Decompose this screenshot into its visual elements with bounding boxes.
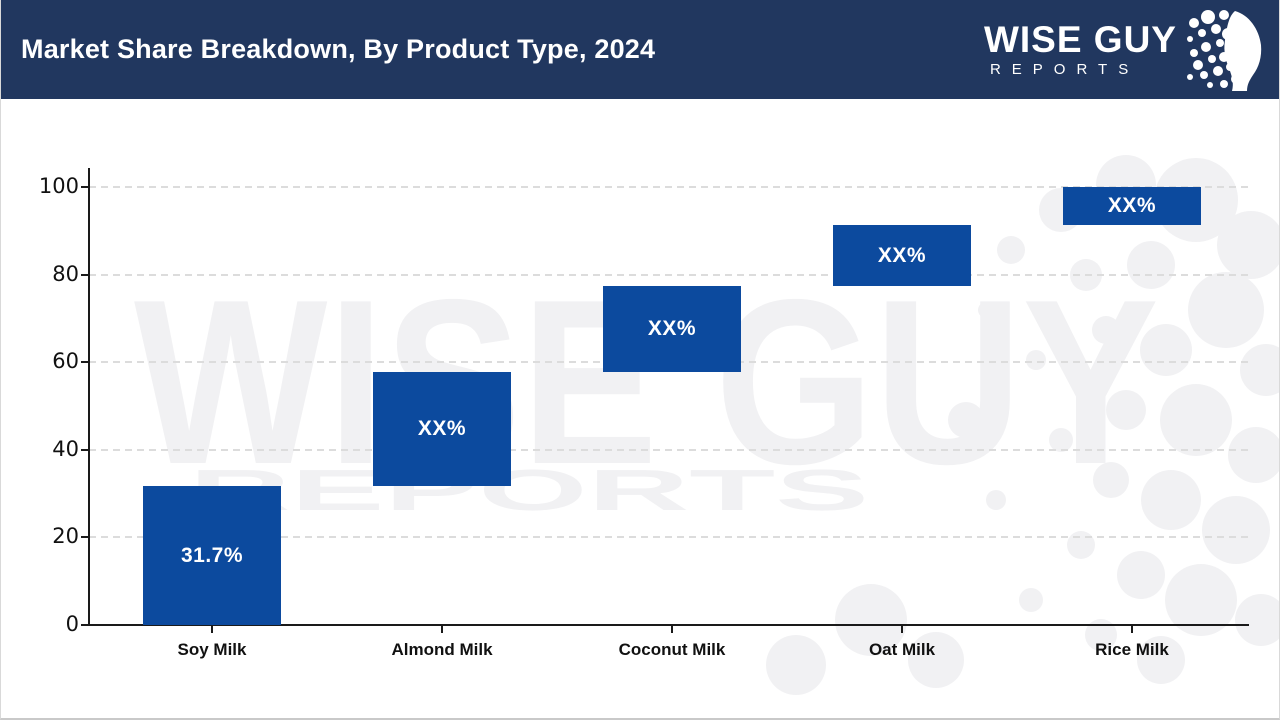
brand-subtitle: REPORTS xyxy=(989,60,1140,78)
page-title: Market Share Breakdown, By Product Type,… xyxy=(21,34,656,64)
bar-oat-milk: XX% xyxy=(833,225,971,287)
brand-face-icon xyxy=(1187,9,1262,91)
brand-name: WISE GUY xyxy=(983,18,1177,60)
bar-soy-milk: 31.7% xyxy=(143,486,281,625)
y-axis-line xyxy=(88,168,90,626)
x-axis-tick-0 xyxy=(211,626,213,633)
header: Market Share Breakdown, By Product Type,… xyxy=(1,0,1279,99)
y-axis-label-60: 60 xyxy=(52,349,79,374)
x-axis-tick-3 xyxy=(901,626,903,633)
bar-coconut-milk: XX% xyxy=(603,286,741,373)
bar-value-label: XX% xyxy=(647,317,697,341)
bar-value-label: XX% xyxy=(417,417,467,441)
bar-rice-milk: XX% xyxy=(1063,187,1201,226)
y-axis-label-40: 40 xyxy=(52,436,79,461)
y-axis-label-20: 20 xyxy=(52,524,79,549)
y-axis-tick-100 xyxy=(81,186,89,188)
gridline-20 xyxy=(89,536,1248,539)
gridline-80 xyxy=(89,273,1248,276)
gridline-40 xyxy=(89,448,1248,451)
x-axis-label-1: Almond Milk xyxy=(391,640,493,659)
y-axis-label-100: 100 xyxy=(38,174,79,198)
y-axis-tick-80 xyxy=(81,273,89,276)
x-axis-tick-1 xyxy=(441,626,443,633)
x-axis-label-3: Oat Milk xyxy=(868,640,936,659)
x-axis-tick-4 xyxy=(1131,626,1133,633)
y-axis-label-0: 0 xyxy=(65,612,79,636)
x-axis-label-0: Soy Milk xyxy=(177,640,247,659)
brand-logo: WISE GUY REPORTS xyxy=(984,7,1267,93)
gridline-100 xyxy=(89,186,1248,188)
x-axis-label-2: Coconut Milk xyxy=(618,640,726,659)
y-axis-tick-40 xyxy=(81,448,89,451)
y-axis-tick-0 xyxy=(81,624,89,626)
x-axis-tick-2 xyxy=(671,626,673,633)
bar-value-label: 31.7% xyxy=(180,543,244,567)
bar-value-label: XX% xyxy=(877,243,927,267)
bar-almond-milk: XX% xyxy=(373,372,511,487)
bar-value-label: XX% xyxy=(1107,194,1157,218)
brand-logo-text: WISE GUY REPORTS xyxy=(983,18,1177,80)
y-axis-tick-60 xyxy=(81,361,89,364)
y-axis-tick-20 xyxy=(81,536,89,539)
x-axis-label-4: Rice Milk xyxy=(1095,640,1169,659)
y-axis-label-80: 80 xyxy=(52,261,79,286)
x-axis-line xyxy=(88,624,1249,626)
